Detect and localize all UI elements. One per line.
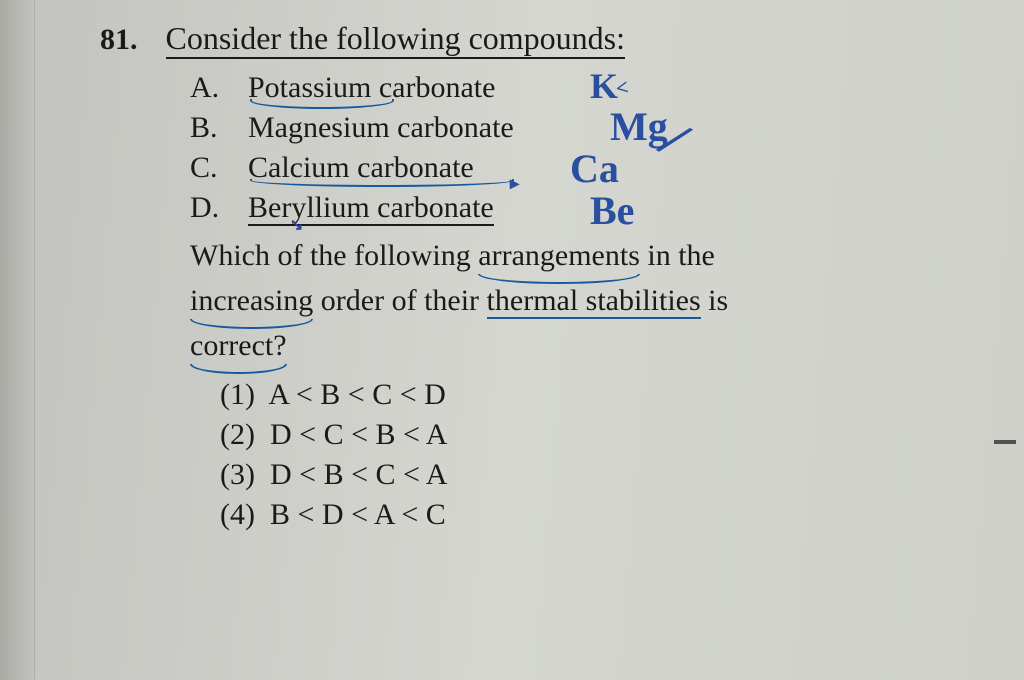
answer-2: (2) D < C < B < A [220,418,964,452]
option-text: Magnesium carbonate [248,111,514,145]
compound-A: A. Potassium carbonate K < [190,71,964,105]
blue-underline-arc [250,99,394,109]
handwritten-Mg: Mg [610,103,668,150]
blue-tick-icon: ↘ [290,215,303,235]
compound-D: D. Beryllium carbonate ↘ Be [190,191,964,225]
answer-num: (3) [220,458,255,491]
tail-arrangements: arrangements [478,233,640,278]
compound-B: B. Magnesium carbonate Mg ╱ [190,111,964,145]
compound-list: A. Potassium carbonate K < B. Magnesium … [190,71,964,225]
edge-mark [994,440,1016,444]
tail-text: in the [647,239,715,272]
option-text: Beryllium carbonate [248,191,494,225]
question-number: 81. [100,23,138,57]
option-letter: D. [190,191,230,225]
handwritten-Be: Be [590,187,634,234]
question-tail: Which of the following arrangements in t… [190,233,1010,368]
option-letter: A. [190,71,230,105]
handwritten-K: K [590,65,618,107]
question-line: 81. Consider the following compounds: [100,20,964,59]
tail-increasing: increasing [190,278,313,323]
tail-correct: correct? [190,323,287,368]
tail-text: order of their [321,284,479,317]
answer-num: (4) [220,498,255,531]
answer-expr: B < D < A < C [270,498,446,531]
answer-expr: A < B < C < D [268,378,445,411]
answer-options: (1) A < B < C < D (2) D < C < B < A (3) … [220,378,964,532]
question-title: Consider the following compounds: [166,20,626,59]
answer-expr: D < B < C < A [270,458,447,491]
tail-thermal: thermal stabilities [487,284,701,319]
page: 81. Consider the following compounds: A.… [0,0,1024,680]
handwritten-Ca: Ca [570,145,619,192]
answer-expr: D < C < B < A [270,418,447,451]
answer-1: (1) A < B < C < D [220,378,964,412]
answer-3: (3) D < B < C < A [220,458,964,492]
blue-underline-arc [250,179,514,187]
compound-C: C. Calcium carbonate ▸ Ca [190,151,964,185]
option-letter: B. [190,111,230,145]
tail-text: is [708,284,728,317]
option-text-underlined: Beryllium carbonate [248,191,494,226]
tail-text: Which of the following [190,239,471,272]
answer-4: (4) B < D < A < C [220,498,964,532]
option-letter: C. [190,151,230,185]
page-gutter [0,0,35,680]
answer-num: (2) [220,418,255,451]
answer-num: (1) [220,378,255,411]
